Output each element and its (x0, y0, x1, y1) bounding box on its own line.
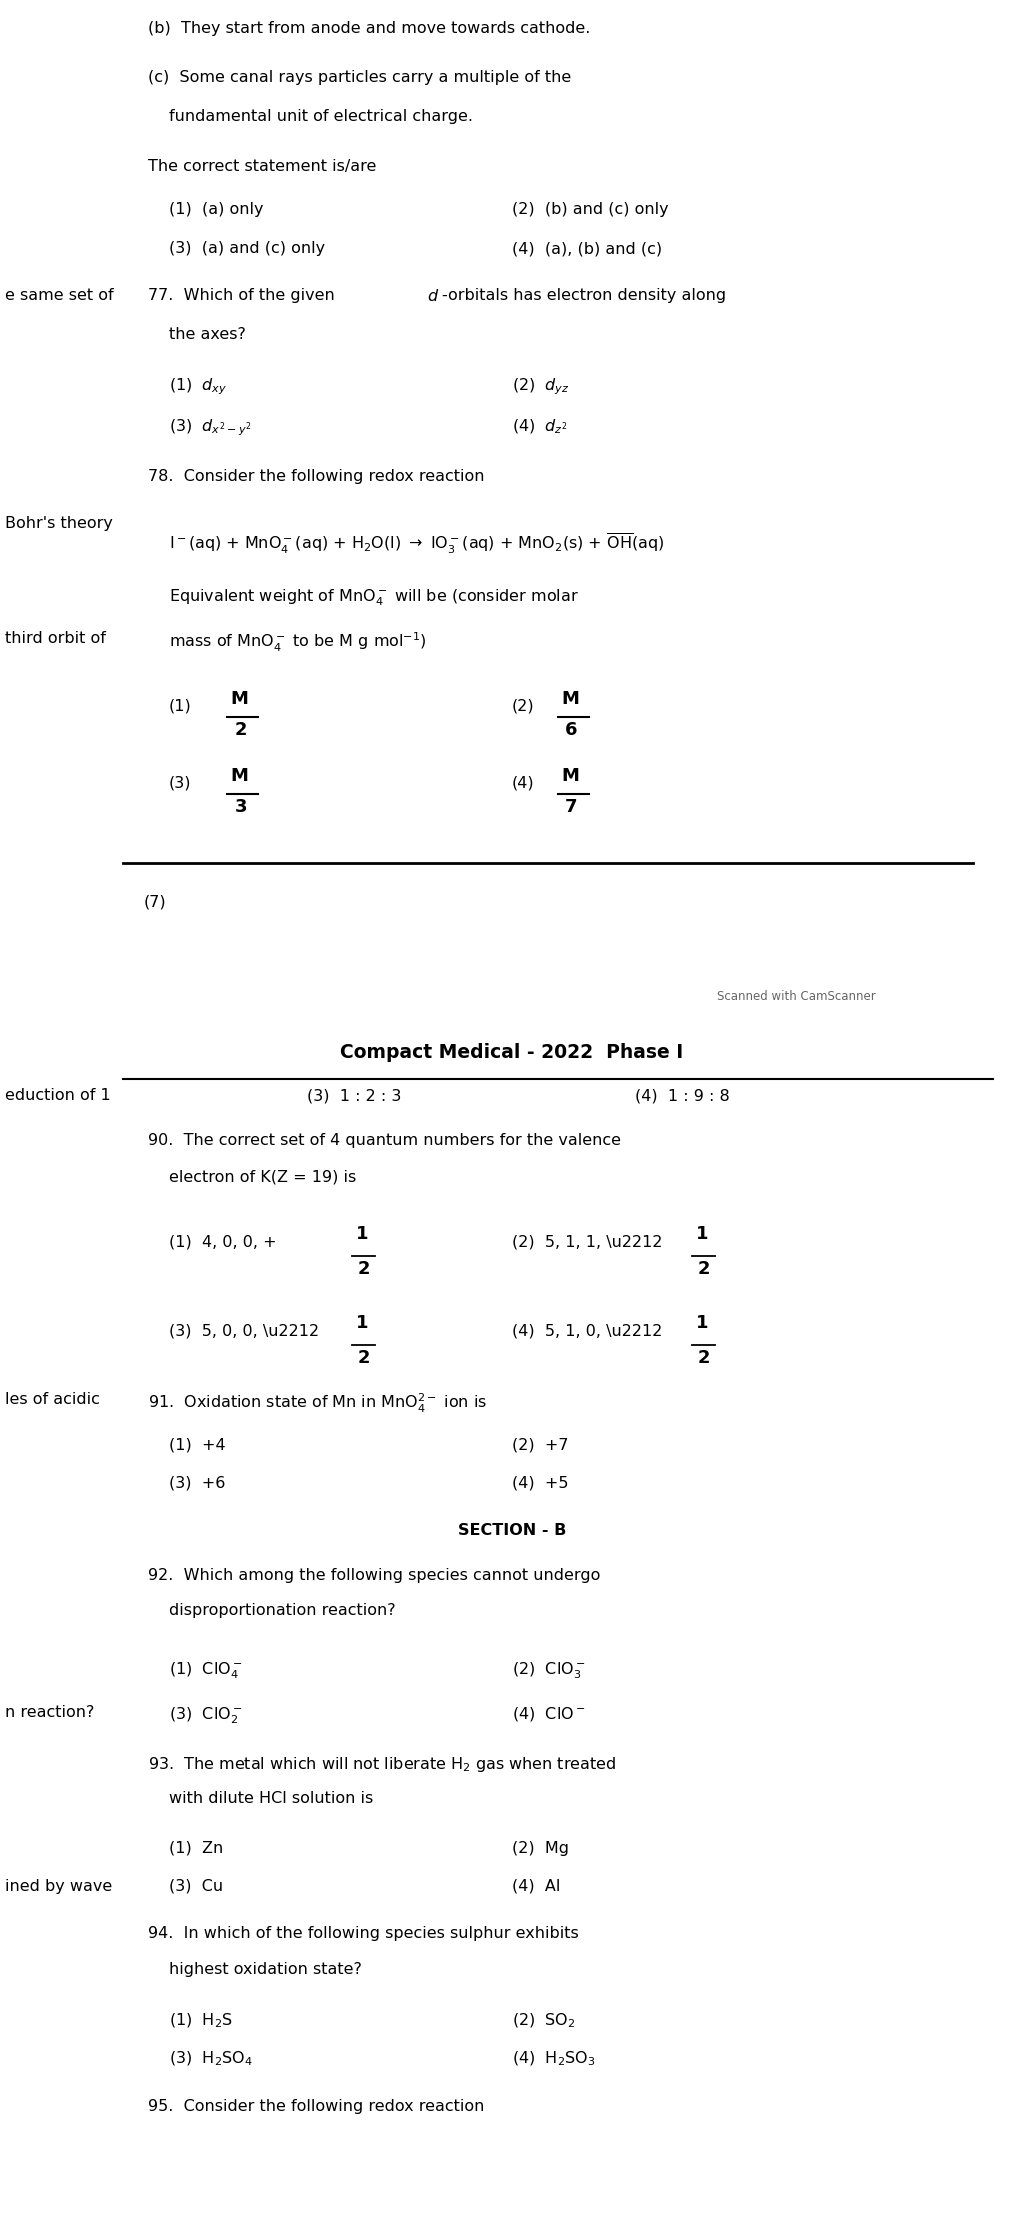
Text: M: M (230, 690, 248, 708)
Text: I$^-$(aq) + MnO$_4^-$(aq) + H$_2$O(l) $\rightarrow$ IO$_3^-$(aq) + MnO$_2$(s) + : I$^-$(aq) + MnO$_4^-$(aq) + H$_2$O(l) $\… (169, 530, 665, 554)
Text: The correct statement is/are: The correct statement is/are (148, 160, 377, 173)
Text: (1)  (a) only: (1) (a) only (169, 202, 263, 217)
Text: mass of MnO$_4^-$ to be M g mol$^{-1}$): mass of MnO$_4^-$ to be M g mol$^{-1}$) (169, 632, 427, 654)
Text: les of acidic: les of acidic (5, 1393, 100, 1406)
Text: 1: 1 (356, 1224, 369, 1242)
Text: -orbitals has electron density along: -orbitals has electron density along (442, 288, 726, 302)
Text: 2: 2 (357, 1349, 370, 1366)
Text: (3)  1 : 2 : 3: (3) 1 : 2 : 3 (307, 1089, 401, 1102)
Text: (3)  5, 0, 0, \u2212: (3) 5, 0, 0, \u2212 (169, 1324, 319, 1337)
Text: (2)  Mg: (2) Mg (512, 1841, 569, 1856)
Text: fundamental unit of electrical charge.: fundamental unit of electrical charge. (169, 109, 473, 124)
Text: highest oxidation state?: highest oxidation state? (169, 1961, 361, 1976)
Text: (c)  Some canal rays particles carry a multiple of the: (c) Some canal rays particles carry a mu… (148, 71, 571, 84)
Text: 2: 2 (234, 721, 247, 739)
Text: 1: 1 (696, 1313, 709, 1331)
Text: (4)  +5: (4) +5 (512, 1475, 568, 1490)
Text: (1)  $d_{xy}$: (1) $d_{xy}$ (169, 377, 227, 397)
Text: (2)  5, 1, 1, \u2212: (2) 5, 1, 1, \u2212 (512, 1233, 663, 1249)
Text: disproportionation reaction?: disproportionation reaction? (169, 1604, 395, 1619)
Text: Equivalent weight of MnO$_4^-$ will be (consider molar: Equivalent weight of MnO$_4^-$ will be (… (169, 588, 579, 608)
Text: 7: 7 (565, 798, 578, 816)
Text: (3): (3) (169, 776, 191, 790)
Text: (2)  $d_{yz}$: (2) $d_{yz}$ (512, 377, 569, 397)
Text: 2: 2 (357, 1260, 370, 1278)
Text: electron of K(Z = 19) is: electron of K(Z = 19) is (169, 1169, 356, 1184)
Text: 94.  In which of the following species sulphur exhibits: 94. In which of the following species su… (148, 1925, 580, 1941)
Text: 77.  Which of the given: 77. Which of the given (148, 288, 340, 302)
Text: Scanned with CamScanner: Scanned with CamScanner (717, 989, 876, 1003)
Text: (1): (1) (169, 699, 191, 714)
Text: (1)  4, 0, 0, +: (1) 4, 0, 0, + (169, 1233, 276, 1249)
Text: ined by wave: ined by wave (5, 1879, 113, 1894)
Text: (2)  +7: (2) +7 (512, 1437, 568, 1453)
Text: 1: 1 (356, 1313, 369, 1331)
Text: (3)  (a) and (c) only: (3) (a) and (c) only (169, 242, 325, 257)
Text: 2: 2 (697, 1260, 710, 1278)
Text: (4): (4) (512, 776, 535, 790)
Text: M: M (561, 767, 579, 785)
Text: (2)  SO$_2$: (2) SO$_2$ (512, 2012, 575, 2029)
Text: (2): (2) (512, 699, 535, 714)
Text: (4)  H$_2$SO$_3$: (4) H$_2$SO$_3$ (512, 2049, 596, 2067)
Text: 3: 3 (234, 798, 247, 816)
Text: (1)  H$_2$S: (1) H$_2$S (169, 2012, 232, 2029)
Text: 2: 2 (697, 1349, 710, 1366)
Text: $d$: $d$ (427, 288, 439, 304)
Text: (2)  ClO$_3^-$: (2) ClO$_3^-$ (512, 1661, 586, 1681)
Text: Bohr's theory: Bohr's theory (5, 517, 113, 530)
Text: (4)  1 : 9 : 8: (4) 1 : 9 : 8 (635, 1089, 730, 1102)
Text: (3)  +6: (3) +6 (169, 1475, 225, 1490)
Text: (3)  $d_{x^2-y^2}$: (3) $d_{x^2-y^2}$ (169, 417, 252, 439)
Text: 6: 6 (565, 721, 578, 739)
Text: 78.  Consider the following redox reaction: 78. Consider the following redox reactio… (148, 470, 485, 484)
Text: n reaction?: n reaction? (5, 1706, 94, 1721)
Text: (7): (7) (143, 894, 166, 909)
Text: (1)  ClO$_4^-$: (1) ClO$_4^-$ (169, 1661, 243, 1681)
Text: with dilute HCl solution is: with dilute HCl solution is (169, 1790, 373, 1805)
Text: (2)  (b) and (c) only: (2) (b) and (c) only (512, 202, 669, 217)
Text: Compact Medical - 2022  Phase I: Compact Medical - 2022 Phase I (340, 1042, 684, 1062)
Text: M: M (230, 767, 248, 785)
Text: SECTION - B: SECTION - B (458, 1522, 566, 1537)
Text: (4)  ClO$^-$: (4) ClO$^-$ (512, 1706, 586, 1723)
Text: (4)  $d_{z^2}$: (4) $d_{z^2}$ (512, 417, 567, 437)
Text: 1: 1 (696, 1224, 709, 1242)
Text: 90.  The correct set of 4 quantum numbers for the valence: 90. The correct set of 4 quantum numbers… (148, 1133, 622, 1149)
Text: eduction of 1: eduction of 1 (5, 1089, 111, 1102)
Text: (3)  ClO$_2^-$: (3) ClO$_2^-$ (169, 1706, 243, 1726)
Text: (3)  Cu: (3) Cu (169, 1879, 223, 1894)
Text: (4)  Al: (4) Al (512, 1879, 560, 1894)
Text: M: M (561, 690, 579, 708)
Text: 91.  Oxidation state of Mn in MnO$_4^{2-}$ ion is: 91. Oxidation state of Mn in MnO$_4^{2-}… (148, 1393, 487, 1415)
Text: (4)  (a), (b) and (c): (4) (a), (b) and (c) (512, 242, 663, 257)
Text: e same set of: e same set of (5, 288, 114, 302)
Text: 92.  Which among the following species cannot undergo: 92. Which among the following species ca… (148, 1568, 601, 1584)
Text: (4)  5, 1, 0, \u2212: (4) 5, 1, 0, \u2212 (512, 1324, 663, 1337)
Text: 93.  The metal which will not liberate H$_2$ gas when treated: 93. The metal which will not liberate H$… (148, 1754, 616, 1774)
Text: (1)  +4: (1) +4 (169, 1437, 225, 1453)
Text: 95.  Consider the following redox reaction: 95. Consider the following redox reactio… (148, 2100, 484, 2114)
Text: (b)  They start from anode and move towards cathode.: (b) They start from anode and move towar… (148, 20, 591, 35)
Text: (1)  Zn: (1) Zn (169, 1841, 223, 1856)
Text: (3)  H$_2$SO$_4$: (3) H$_2$SO$_4$ (169, 2049, 253, 2067)
Text: the axes?: the axes? (169, 326, 246, 342)
Text: third orbit of: third orbit of (5, 632, 106, 645)
